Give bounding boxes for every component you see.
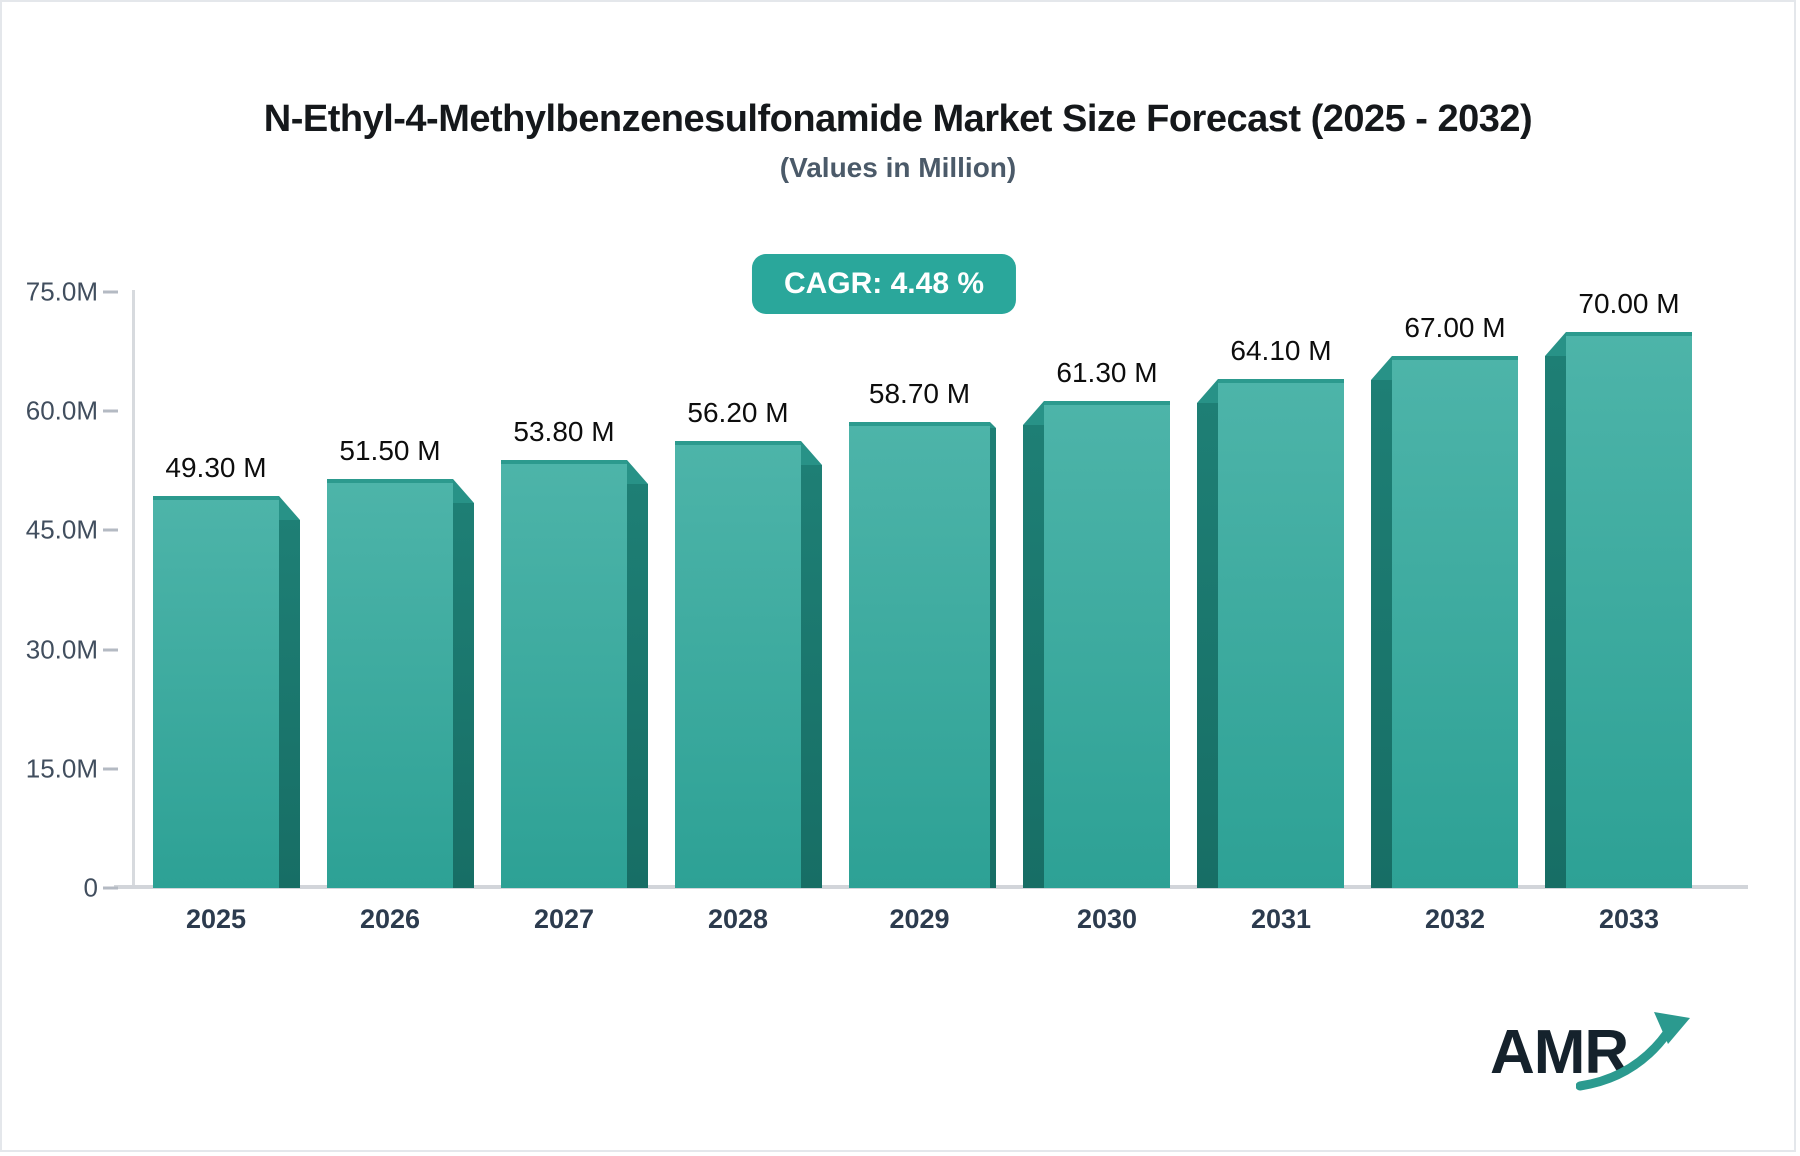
x-axis-label: 2026: [359, 904, 421, 934]
bar-face: [849, 422, 990, 888]
bar-value-label: 51.50 M: [339, 435, 441, 466]
bar-2027: [501, 460, 648, 888]
bar-3d-side: [1197, 403, 1218, 888]
x-axis-label: 2028: [707, 904, 769, 934]
bar-value-label: 64.10 M: [1230, 335, 1332, 366]
x-axis-label: 2029: [889, 904, 950, 934]
bar-value-label: 53.80 M: [513, 416, 615, 447]
bar-3d-side: [627, 484, 648, 888]
y-axis-tick-mark: [103, 648, 118, 652]
bar-value-label: 70.00 M: [1578, 288, 1680, 319]
bar-value-label: 67.00 M: [1404, 312, 1506, 343]
bar-2029: [849, 422, 996, 888]
y-axis-tick-mark: [103, 409, 118, 413]
x-axis-label: 2025: [185, 904, 247, 934]
y-axis-tick-mark: [103, 886, 118, 890]
bar-face: [1218, 379, 1344, 888]
x-axis-label: 2030: [1076, 904, 1138, 934]
bar-3d-side: [1371, 380, 1392, 888]
x-axis-label: 2027: [533, 904, 595, 934]
growth-arrow-icon: [1576, 1012, 1690, 1091]
bar-value-label: 58.70 M: [868, 378, 971, 409]
bar-2033: [1545, 332, 1692, 888]
bar-3d-bevel: [453, 479, 474, 503]
bar-3d-bevel: [990, 422, 996, 428]
bar-face: [501, 460, 627, 888]
x-axis-label: 2033: [1598, 904, 1660, 934]
bar-3d-side: [801, 465, 822, 888]
y-axis-line: [132, 290, 135, 888]
bar-3d-bevel: [1023, 401, 1044, 425]
bar-face: [327, 479, 453, 888]
amr-logo: AMR: [1490, 1006, 1690, 1102]
bar-value-label: 56.20 M: [687, 397, 789, 428]
bar-value-label: 61.30 M: [1056, 357, 1158, 388]
chart-subtitle: (Values in Million): [779, 152, 1017, 183]
y-axis-tick-label: 15.0M: [25, 753, 98, 784]
bar-3d-bevel: [1545, 332, 1566, 356]
y-axis-tick-label: 60.0M: [25, 395, 98, 426]
bar-3d-bevel: [279, 496, 300, 520]
y-axis-tick-label: 0: [83, 872, 98, 903]
bar-3d-side: [1545, 356, 1566, 888]
bar-face: [1044, 401, 1170, 888]
y-axis-tick-mark: [103, 290, 118, 294]
bar-3d-side: [1023, 425, 1044, 888]
bar-face: [675, 441, 801, 888]
bar-3d-side: [990, 428, 996, 888]
x-axis-label: 2031: [1250, 904, 1312, 934]
y-axis-tick-label: 30.0M: [25, 634, 98, 665]
bar-2025: [153, 496, 300, 888]
bar-3d-side: [453, 503, 474, 888]
bar-2031: [1197, 379, 1344, 888]
bar-2030: [1023, 401, 1170, 888]
bar-3d-side: [279, 520, 300, 888]
chart-title: N-Ethyl-4-Methylbenzenesulfonamide Marke…: [263, 98, 1533, 140]
bar-3d-bevel: [627, 460, 648, 484]
bar-2032: [1371, 356, 1518, 888]
bar-3d-bevel: [1371, 356, 1392, 380]
cagr-badge: CAGR: 4.48 %: [751, 254, 1017, 314]
bar-2026: [327, 479, 474, 888]
y-axis-tick-mark: [103, 767, 118, 771]
bar-face: [1392, 356, 1518, 888]
y-axis-tick-mark: [103, 528, 118, 532]
bar-3d-bevel: [801, 441, 822, 465]
bar-value-label: 49.30 M: [165, 452, 267, 483]
y-axis-tick-label: 75.0M: [25, 276, 98, 307]
x-axis-label: 2032: [1424, 904, 1486, 934]
bar-2028: [675, 441, 822, 888]
y-axis-tick-label: 45.0M: [25, 514, 98, 545]
bar-face: [153, 496, 279, 888]
bar-face: [1566, 332, 1692, 888]
bar-3d-bevel: [1197, 379, 1218, 403]
